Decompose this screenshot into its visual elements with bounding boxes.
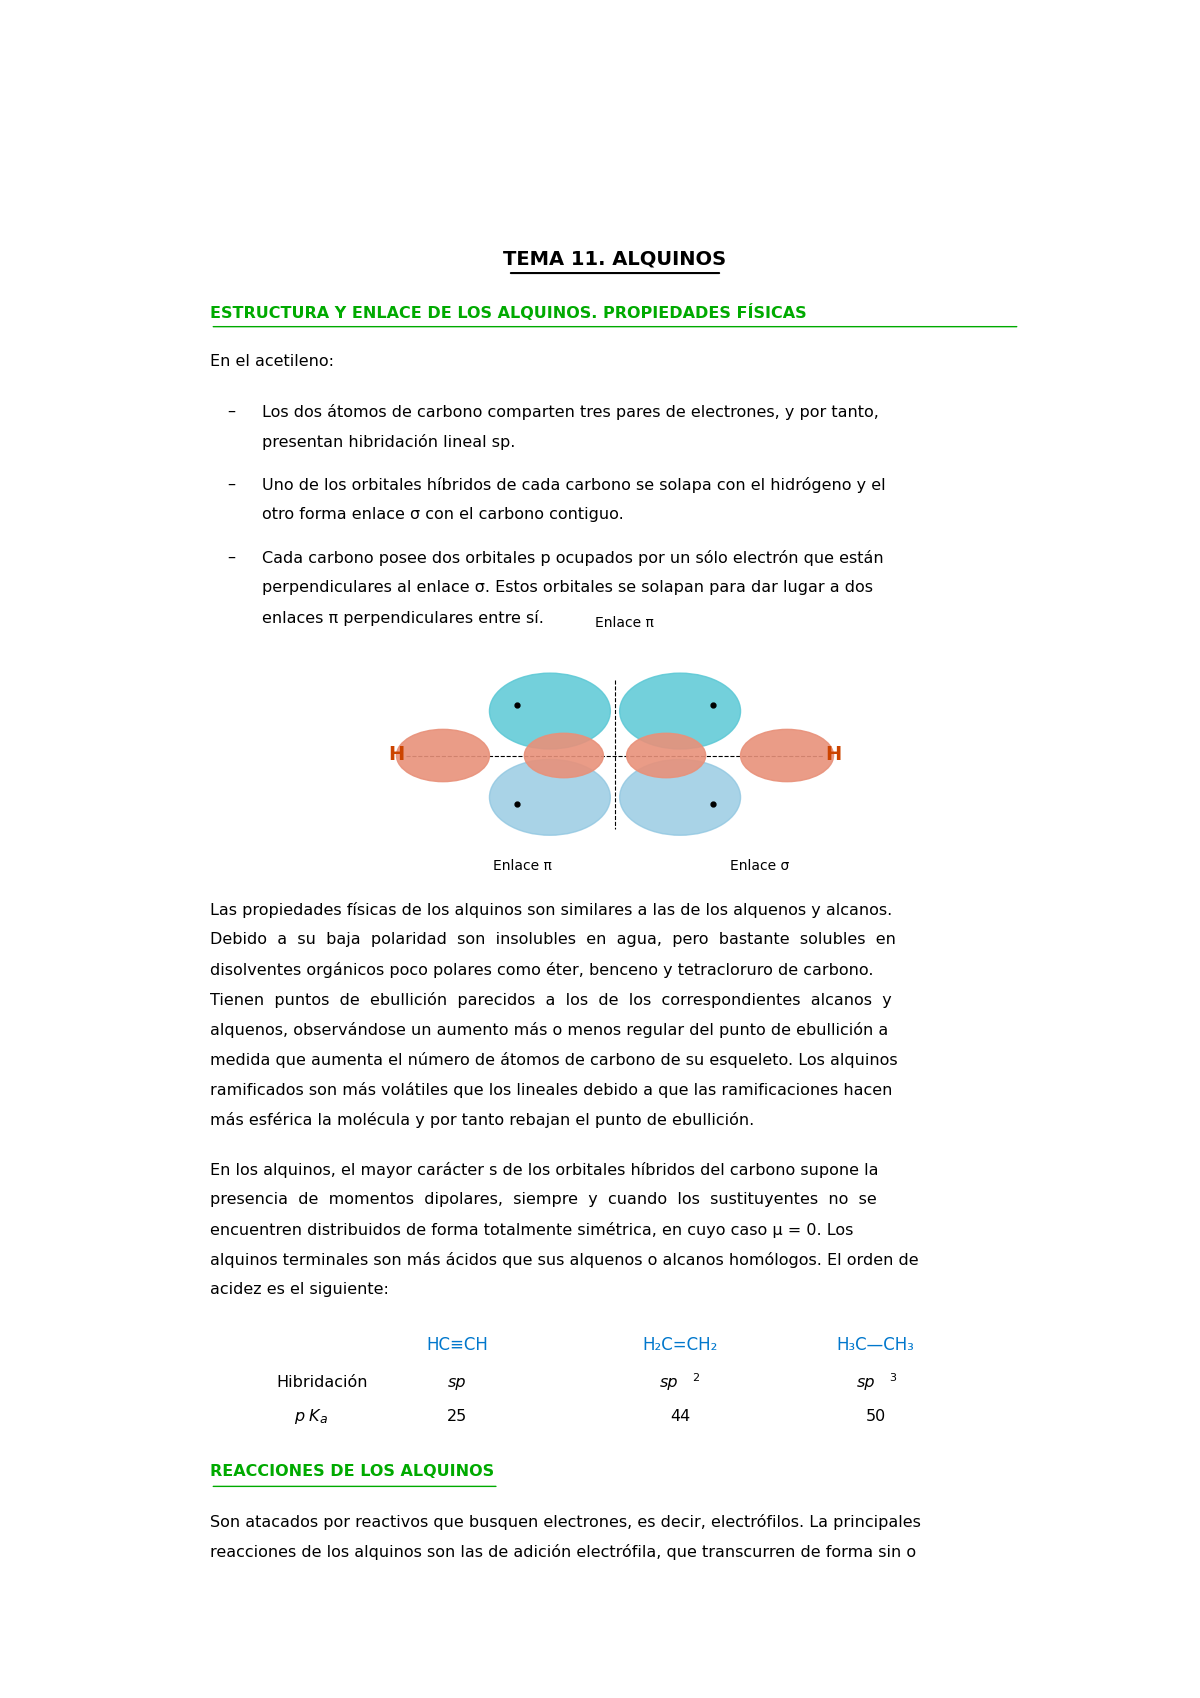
Ellipse shape	[619, 759, 740, 835]
Text: acidez es el siguiente:: acidez es el siguiente:	[210, 1282, 389, 1297]
Ellipse shape	[490, 759, 611, 835]
Text: H: H	[389, 745, 404, 764]
Text: perpendiculares al enlace σ. Estos orbitales se solapan para dar lugar a dos: perpendiculares al enlace σ. Estos orbit…	[262, 581, 872, 596]
Text: Cada carbono posee dos orbitales p ocupados por un sólo electrón que están: Cada carbono posee dos orbitales p ocupa…	[262, 550, 883, 565]
Text: 50: 50	[865, 1409, 886, 1425]
Text: Enlace σ: Enlace σ	[730, 859, 788, 873]
Ellipse shape	[740, 730, 834, 781]
Ellipse shape	[626, 734, 706, 778]
Text: ESTRUCTURA Y ENLACE DE LOS ALQUINOS. PROPIEDADES FÍSICAS: ESTRUCTURA Y ENLACE DE LOS ALQUINOS. PRO…	[210, 304, 808, 321]
Text: En el acetileno:: En el acetileno:	[210, 355, 335, 368]
Text: 25: 25	[446, 1409, 467, 1425]
Text: alquenos, observándose un aumento más o menos regular del punto de ebullición a: alquenos, observándose un aumento más o …	[210, 1022, 889, 1037]
Text: más esférica la molécula y por tanto rebajan el punto de ebullición.: más esférica la molécula y por tanto reb…	[210, 1112, 755, 1129]
Text: H: H	[826, 745, 841, 764]
Text: disolventes orgánicos poco polares como éter, benceno y tetracloruro de carbono.: disolventes orgánicos poco polares como …	[210, 963, 874, 978]
Text: presentan hibridación lineal sp.: presentan hibridación lineal sp.	[262, 435, 515, 450]
Text: sp: sp	[857, 1375, 875, 1391]
Text: Hibridación: Hibridación	[276, 1375, 368, 1391]
Ellipse shape	[396, 730, 490, 781]
Text: Son atacados por reactivos que busquen electrones, es decir, electrófilos. La pr: Son atacados por reactivos que busquen e…	[210, 1515, 922, 1530]
Text: p: p	[294, 1409, 305, 1425]
Ellipse shape	[490, 672, 611, 749]
Text: reacciones de los alquinos son las de adición electrófila, que transcurren de fo: reacciones de los alquinos son las de ad…	[210, 1543, 917, 1560]
Text: H₃C—CH₃: H₃C—CH₃	[836, 1336, 914, 1353]
Text: TEMA 11. ALQUINOS: TEMA 11. ALQUINOS	[504, 250, 726, 268]
Text: Tienen  puntos  de  ebullición  parecidos  a  los  de  los  correspondientes  al: Tienen puntos de ebullición parecidos a …	[210, 992, 893, 1009]
Text: En los alquinos, el mayor carácter s de los orbitales híbridos del carbono supon: En los alquinos, el mayor carácter s de …	[210, 1161, 878, 1178]
Text: Los dos átomos de carbono comparten tres pares de electrones, y por tanto,: Los dos átomos de carbono comparten tres…	[262, 404, 878, 419]
Ellipse shape	[619, 672, 740, 749]
Text: medida que aumenta el número de átomos de carbono de su esqueleto. Los alquinos: medida que aumenta el número de átomos d…	[210, 1053, 898, 1068]
Text: K: K	[308, 1409, 319, 1425]
Text: Enlace π: Enlace π	[595, 616, 654, 630]
Ellipse shape	[524, 734, 604, 778]
Text: –: –	[227, 550, 235, 565]
Text: REACCIONES DE LOS ALQUINOS: REACCIONES DE LOS ALQUINOS	[210, 1464, 494, 1479]
Text: sp: sp	[660, 1375, 678, 1391]
Text: Debido  a  su  baja  polaridad  son  insolubles  en  agua,  pero  bastante  solu: Debido a su baja polaridad son insoluble…	[210, 932, 896, 947]
Text: enlaces π perpendiculares entre sí.: enlaces π perpendiculares entre sí.	[262, 610, 544, 627]
Text: encuentren distribuidos de forma totalmente simétrica, en cuyo caso μ = 0. Los: encuentren distribuidos de forma totalme…	[210, 1223, 854, 1238]
Text: otro forma enlace σ con el carbono contiguo.: otro forma enlace σ con el carbono conti…	[262, 508, 623, 521]
Text: alquinos terminales son más ácidos que sus alquenos o alcanos homólogos. El orde: alquinos terminales son más ácidos que s…	[210, 1253, 919, 1268]
Text: ramificados son más volátiles que los lineales debido a que las ramificaciones h: ramificados son más volátiles que los li…	[210, 1082, 893, 1099]
Text: sp: sp	[448, 1375, 466, 1391]
Text: presencia  de  momentos  dipolares,  siempre  y  cuando  los  sustituyentes  no : presencia de momentos dipolares, siempre…	[210, 1192, 877, 1207]
Text: Las propiedades físicas de los alquinos son similares a las de los alquenos y al: Las propiedades físicas de los alquinos …	[210, 902, 893, 919]
Text: H₂C=CH₂: H₂C=CH₂	[642, 1336, 718, 1353]
Text: 2: 2	[692, 1372, 700, 1382]
Text: 3: 3	[889, 1372, 896, 1382]
Text: 44: 44	[670, 1409, 690, 1425]
Text: HC≡CH: HC≡CH	[426, 1336, 488, 1353]
Text: –: –	[227, 404, 235, 419]
Text: Enlace π: Enlace π	[492, 859, 552, 873]
Text: –: –	[227, 477, 235, 492]
Text: Uno de los orbitales híbridos de cada carbono se solapa con el hidrógeno y el: Uno de los orbitales híbridos de cada ca…	[262, 477, 886, 492]
Text: a: a	[319, 1413, 326, 1426]
